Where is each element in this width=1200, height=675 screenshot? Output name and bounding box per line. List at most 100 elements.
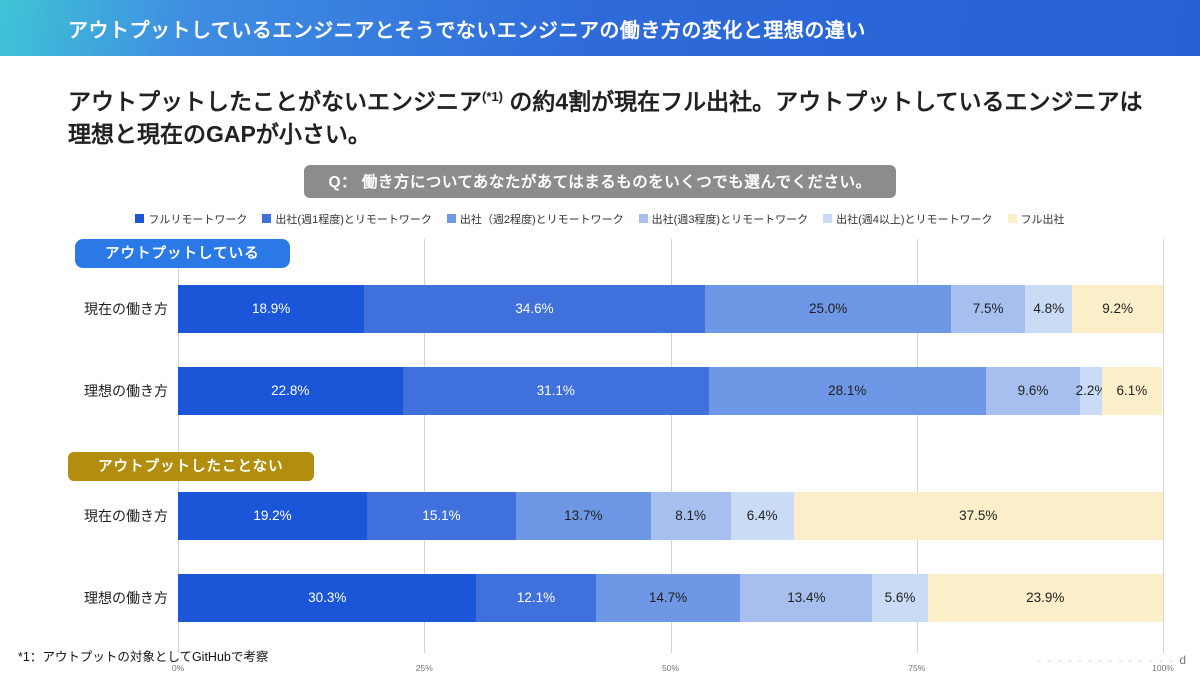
headline-part2: の約4割が現在フル出社。アウトプットしているエンジニアは理想と現在のGAPが小さ…: [68, 88, 1143, 147]
bar-segment: 8.1%: [650, 491, 731, 540]
legend-item: 出社(週3程度)とリモートワーク: [638, 211, 809, 227]
legend-swatch-icon: [823, 214, 833, 224]
x-axis-tick-label: 100%: [1152, 662, 1174, 673]
legend-swatch-icon: [638, 214, 648, 224]
bar-segment-value: 12.1%: [516, 590, 556, 606]
bar-row-label: 理想の働き方: [84, 589, 168, 606]
stacked-bar: 22.8% 31.1% 28.1% 9.6% 2.2% 6.1%: [178, 366, 1163, 415]
legend-item: 出社(週4以上)とリモートワーク: [823, 211, 993, 227]
gridline: [916, 238, 918, 653]
bar-segment: 13.7%: [515, 491, 651, 540]
bar-segment-value: 6.1%: [1116, 383, 1148, 399]
bar-segment: 23.9%: [927, 573, 1163, 622]
header-band: アウトプットしているエンジニアとそうでないエンジニアの働き方の変化と理想の違い: [0, 0, 1200, 56]
bar-segment-value: 2.2%: [1075, 383, 1107, 399]
bar-segment-value: 13.7%: [564, 508, 603, 524]
stacked-bar: 30.3% 12.1% 14.7% 13.4% 5.6% 23.9%: [178, 573, 1163, 622]
stacked-bar-chart: 0% 25% 50% 75% 100% アウトプットしている 現在の働き方 18.9% 34…: [18, 238, 1174, 675]
bar-segment-value: 8.1%: [675, 508, 707, 524]
bar-row-label: 理想の働き方: [84, 382, 168, 399]
bar-segment: 4.8%: [1025, 284, 1073, 333]
group-rows-output-no: 現在の働き方 19.2% 15.1% 13.7% 8.1% 6.4% 37.5% 理想の働き方…: [18, 491, 1163, 622]
bar-segment: 28.1%: [708, 366, 986, 415]
legend-item: フル出社: [1007, 211, 1065, 227]
bar-segment: 5.6%: [872, 573, 928, 622]
bar-segment-value: 13.4%: [787, 590, 826, 606]
bar-segment: 6.4%: [730, 491, 794, 540]
gridline: [1163, 238, 1164, 653]
legend-label: フル出社: [1020, 213, 1065, 226]
bar-segment: 7.5%: [951, 284, 1026, 333]
question-row: Q： 働き方についてあなたがあてはまるものをいくつでも選んでください。: [0, 164, 1200, 198]
legend-label: フルリモートワーク: [148, 213, 248, 226]
bar-segment-value: 37.5%: [959, 508, 998, 524]
legend-label: 出社（週2程度)とリモートワーク: [459, 213, 624, 226]
x-axis-tick-label: 25%: [415, 662, 433, 673]
bar-segment: 15.1%: [367, 491, 516, 540]
bar-segment-value: 31.1%: [536, 383, 575, 399]
bar-segment: 19.2%: [178, 491, 368, 540]
chart-content: アウトプットしている 現在の働き方 18.9% 34.6% 25.0% 7.5% 4.8%…: [18, 238, 1163, 622]
bar-segment-value: 25.0%: [808, 301, 848, 317]
chart-gridlines: [178, 238, 1164, 653]
gridline: [670, 238, 672, 653]
x-axis: 0% 25% 50% 75% 100%: [172, 661, 1174, 675]
section-output-no: アウトプットしたことない 現在の働き方 19.2% 15.1% 13.7% 8.1% 6.…: [18, 451, 1163, 622]
bar-row-label: 現在の働き方: [84, 507, 168, 524]
bar-segment-value: 28.1%: [828, 383, 867, 399]
bar-row: 理想の働き方 30.3% 12.1% 14.7% 13.4% 5.6% 23.9%: [18, 573, 1163, 622]
legend-label: 出社(週4以上)とリモートワーク: [836, 213, 993, 226]
headline: アウトプットしたことがないエンジニア(*1) の約4割が現在フル出社。アウトプッ…: [68, 81, 1144, 150]
bar-row: 現在の働き方 19.2% 15.1% 13.7% 8.1% 6.4% 37.5%: [18, 491, 1163, 540]
bar-segment-value: 34.6%: [515, 301, 554, 317]
bar-row: 理想の働き方 22.8% 31.1% 28.1% 9.6% 2.2% 6.1%: [18, 366, 1163, 415]
bar-segment: 9.2%: [1072, 284, 1163, 333]
bar-segment: 2.2%: [1076, 366, 1106, 415]
group-rows-output-yes: 現在の働き方 18.9% 34.6% 25.0% 7.5% 4.8% 9.2% 理想の働き方 2…: [18, 284, 1163, 415]
bar-segment: 12.1%: [476, 573, 596, 622]
legend-label: 出社(週3程度)とリモートワーク: [651, 213, 809, 226]
legend-item: フルリモートワーク: [135, 211, 247, 227]
legend-swatch-icon: [262, 214, 272, 224]
bar-segment: 9.6%: [985, 366, 1081, 415]
legend-label: 出社(週1程度)とリモートワーク: [275, 213, 432, 226]
headline-part1: アウトプットしたことがないエンジニア: [68, 88, 482, 115]
bar-row-label: 現在の働き方: [84, 300, 168, 317]
bar-segment-value: 15.1%: [422, 508, 461, 524]
stacked-bar: 19.2% 15.1% 13.7% 8.1% 6.4% 37.5%: [178, 491, 1163, 540]
bar-segment: 30.3%: [178, 573, 477, 622]
bar-segment: 14.7%: [595, 573, 741, 622]
x-axis-tick-label: 0%: [171, 662, 185, 673]
gridline: [424, 238, 426, 653]
bar-row: 現在の働き方 18.9% 34.6% 25.0% 7.5% 4.8% 9.2%: [18, 284, 1163, 333]
gridline: [178, 238, 179, 653]
watermark-dashes: ‐ ‐ ‐ ‐ ‐ ‐ ‐ ‐ ‐ ‐ ‐ ‐ ‐ ‐: [1037, 656, 1175, 667]
bar-segment: 18.9%: [178, 284, 365, 333]
bar-segment: 22.8%: [178, 366, 403, 415]
bar-segment-value: 7.5%: [972, 301, 1004, 317]
legend-swatch-icon: [135, 214, 145, 224]
x-axis-tick-label: 75%: [908, 662, 926, 673]
bar-segment: 31.1%: [402, 366, 709, 415]
chart-legend: フルリモートワーク 出社(週1程度)とリモートワーク 出社（週2程度)とリモートワー…: [0, 211, 1200, 227]
bar-segment-value: 9.6%: [1017, 383, 1049, 399]
bar-segment-value: 18.9%: [251, 301, 291, 317]
bar-segment-value: 30.3%: [308, 590, 347, 606]
bar-segment: 34.6%: [364, 284, 705, 333]
bar-segment-value: 9.2%: [1102, 301, 1134, 317]
question-pill: Q： 働き方についてあなたがあてはまるものをいくつでも選んでください。: [304, 164, 896, 198]
bar-segment-value: 14.7%: [648, 590, 688, 606]
bar-segment-value: 19.2%: [253, 508, 292, 524]
x-axis-tick-label: 50%: [661, 662, 680, 673]
bar-segment: 13.4%: [740, 573, 873, 622]
watermark: ‐ ‐ ‐ ‐ ‐ ‐ ‐ ‐ ‐ ‐ ‐ ‐ ‐ ‐ d: [1038, 653, 1186, 667]
bar-segment: 25.0%: [704, 284, 952, 333]
legend-item: 出社(週1程度)とリモートワーク: [262, 211, 432, 227]
bar-segment: 6.1%: [1101, 366, 1162, 415]
page-title: アウトプットしているエンジニアとそうでないエンジニアの働き方の変化と理想の違い: [68, 19, 866, 42]
group-badge-output-no: アウトプットしたことない: [68, 451, 314, 481]
footnote: *1：アウトプットの対象としてGitHubで考察: [18, 650, 269, 664]
bar-segment-value: 5.6%: [884, 590, 916, 606]
headline-footnote-marker: (*1): [482, 89, 503, 104]
